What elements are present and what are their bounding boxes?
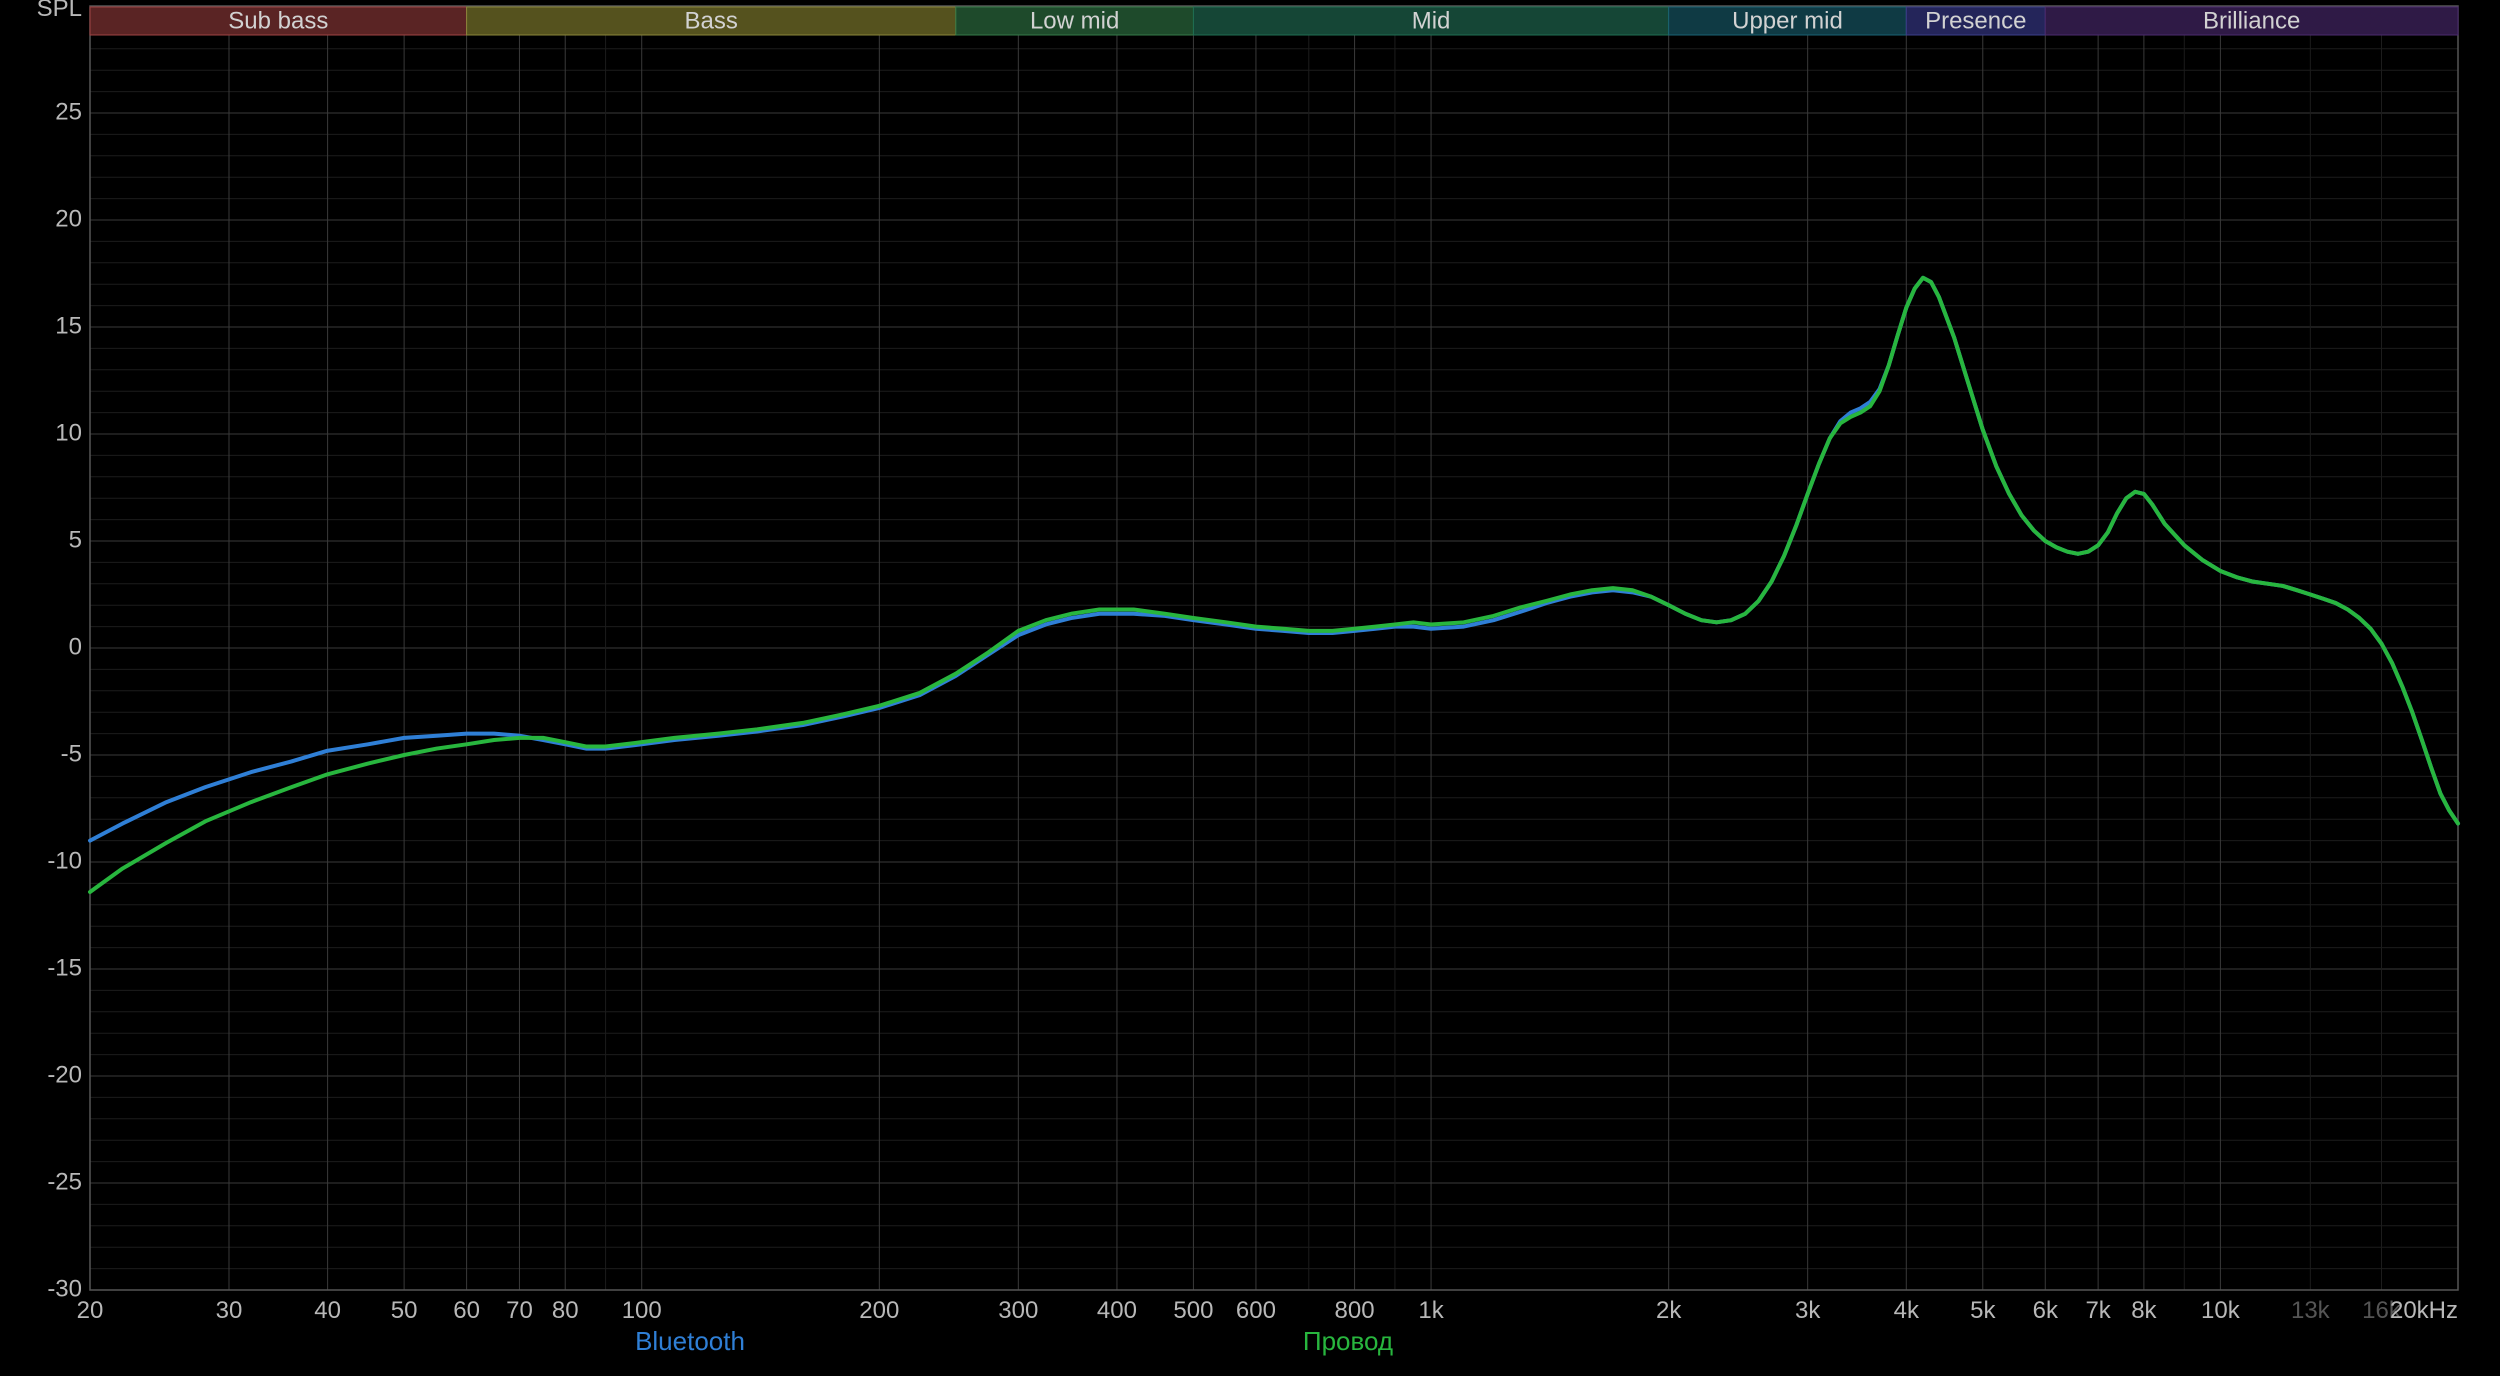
y-tick-label: 0	[69, 633, 82, 660]
band-label: Bass	[685, 8, 738, 35]
x-tick-label: 5k	[1970, 1297, 1996, 1324]
y-tick-label: 15	[55, 312, 82, 339]
x-tick-label: 20	[77, 1297, 104, 1324]
y-tick-label: 20	[55, 205, 82, 232]
x-tick-label: 80	[552, 1297, 579, 1324]
y-tick-label: 25	[55, 98, 82, 125]
x-tick-label: 500	[1173, 1297, 1213, 1324]
x-tick-label: 7k	[2085, 1297, 2111, 1324]
x-tick-label: 1k	[1418, 1297, 1444, 1324]
x-tick-label: 50	[391, 1297, 418, 1324]
frequency-bands: Sub bass Bass Low mid Mid Upper mid Presence B…	[90, 7, 2458, 35]
band-label: Sub bass	[228, 8, 328, 35]
x-tick-label: 13k	[2291, 1297, 2331, 1324]
x-tick-label: 40	[314, 1297, 341, 1324]
x-tick-label: 70	[506, 1297, 533, 1324]
grid	[90, 6, 2458, 1290]
legend-item-wired: Провод	[1303, 1326, 1393, 1356]
y-tick-label: 5	[69, 526, 82, 553]
y-tick-label: 10	[55, 419, 82, 446]
band-label: Mid	[1412, 8, 1451, 35]
x-tick-label: 800	[1335, 1297, 1375, 1324]
x-tick-label: 100	[622, 1297, 662, 1324]
x-tick-label: 4k	[1894, 1297, 1920, 1324]
band-label: Presence	[1925, 8, 2026, 35]
y-tick-label: -25	[47, 1168, 82, 1195]
y-tick-label: -20	[47, 1061, 82, 1088]
x-tick-label: 600	[1236, 1297, 1276, 1324]
x-tick-label: 60	[453, 1297, 480, 1324]
band-label: Upper mid	[1732, 8, 1843, 35]
legend-item-bluetooth: Bluetooth	[635, 1326, 745, 1356]
x-tick-label: 3k	[1795, 1297, 1821, 1324]
band-label: Low mid	[1030, 8, 1119, 35]
frequency-response-chart: Sub bass Bass Low mid Mid Upper mid Presence B…	[0, 0, 2500, 1376]
x-tick-label: 30	[216, 1297, 243, 1324]
y-tick-label: -5	[61, 740, 82, 767]
x-tick-label: 20kHz	[2390, 1297, 2458, 1324]
x-tick-label: 400	[1097, 1297, 1137, 1324]
x-tick-label: 200	[859, 1297, 899, 1324]
band-label: Brilliance	[2203, 8, 2300, 35]
x-tick-label: 8k	[2131, 1297, 2157, 1324]
x-tick-label: 2k	[1656, 1297, 1682, 1324]
y-tick-label: -10	[47, 847, 82, 874]
x-tick-label: 300	[998, 1297, 1038, 1324]
x-tick-label: 10k	[2201, 1297, 2241, 1324]
y-axis-title: SPL	[37, 0, 82, 22]
y-tick-label: -15	[47, 954, 82, 981]
x-tick-label: 6k	[2033, 1297, 2059, 1324]
